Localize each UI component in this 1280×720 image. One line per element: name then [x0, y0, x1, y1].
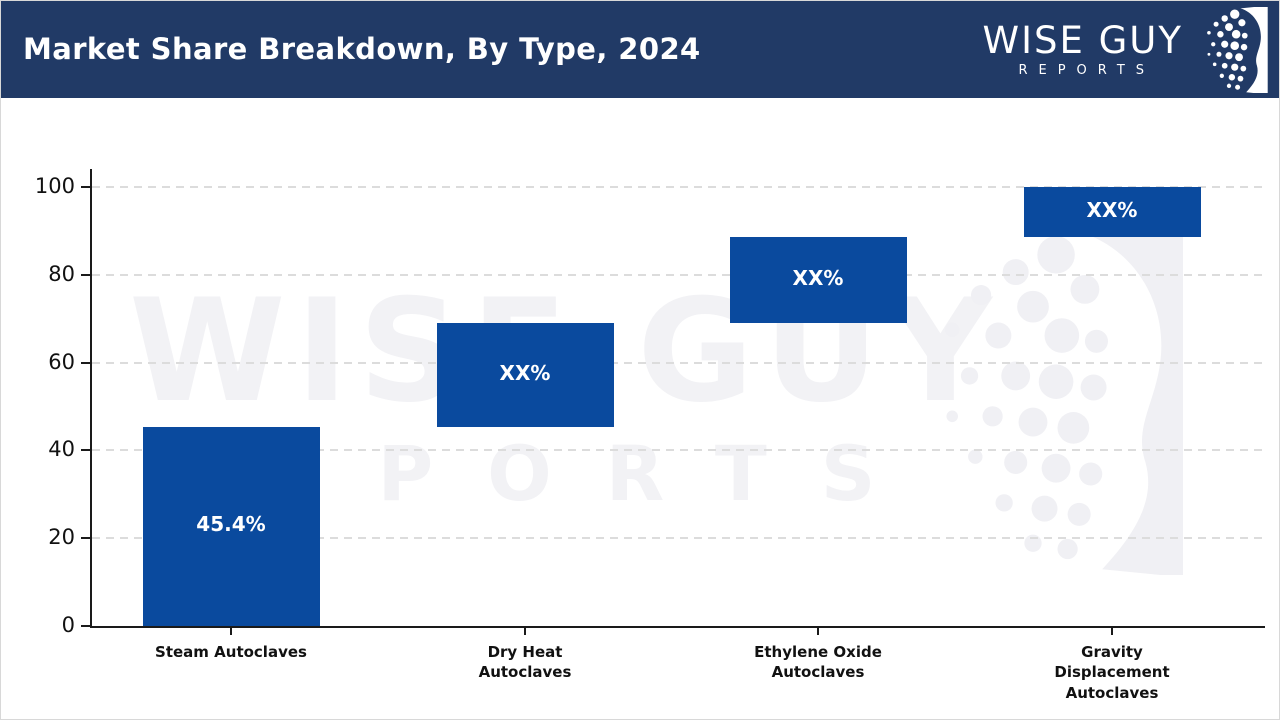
gridline	[92, 273, 1265, 276]
x-tick	[524, 628, 526, 635]
y-tick-label: 80	[48, 261, 75, 286]
bar-value-label: XX%	[1086, 198, 1138, 223]
logo-subtitle-text: REPORTS	[1018, 62, 1156, 78]
logo-wordmark: WISE GUY REPORTS	[983, 22, 1183, 78]
x-axis-label: Steam Autoclaves	[155, 643, 307, 661]
x-axis-label: Ethylene Oxide Autoclaves	[754, 643, 882, 682]
bar-value-label: XX%	[499, 360, 551, 385]
x-axis	[90, 626, 1265, 628]
x-tick	[817, 628, 819, 635]
bar-value-label: XX%	[792, 266, 844, 291]
wiseguy-head-icon	[1207, 7, 1268, 93]
bar-segment	[1023, 187, 1201, 238]
y-axis	[90, 169, 92, 628]
y-tick-label: 20	[48, 525, 75, 550]
x-axis-label: Gravity Displacement Autoclaves	[1054, 643, 1170, 702]
x-axis-label: Dry Heat Autoclaves	[478, 643, 572, 682]
wiseguy-logo: WISE GUY REPORTS	[983, 5, 1273, 95]
bar-segment	[142, 426, 320, 626]
y-tick-label: 100	[34, 174, 75, 198]
bar-segment	[729, 237, 907, 324]
y-tick	[81, 186, 90, 188]
gridline	[92, 186, 1265, 188]
y-tick	[81, 273, 90, 276]
x-tick	[1111, 628, 1113, 635]
y-tick-label: 40	[48, 437, 75, 462]
bar-segment	[436, 323, 614, 427]
gridline	[92, 361, 1265, 364]
bar-value-label: 45.4%	[196, 512, 266, 537]
report-header: Market Share Breakdown, By Type, 2024 WI…	[1, 1, 1279, 98]
gridline	[92, 537, 1265, 540]
y-tick	[81, 361, 90, 364]
y-tick	[81, 537, 90, 540]
logo-brand-text: WISE GUY	[982, 19, 1183, 63]
page-title: Market Share Breakdown, By Type, 2024	[23, 32, 701, 66]
y-tick-label: 60	[48, 349, 75, 374]
x-tick	[230, 628, 232, 635]
y-tick-label: 0	[61, 613, 75, 637]
y-tick	[81, 449, 90, 452]
y-tick	[81, 625, 90, 627]
gridline	[92, 449, 1265, 452]
